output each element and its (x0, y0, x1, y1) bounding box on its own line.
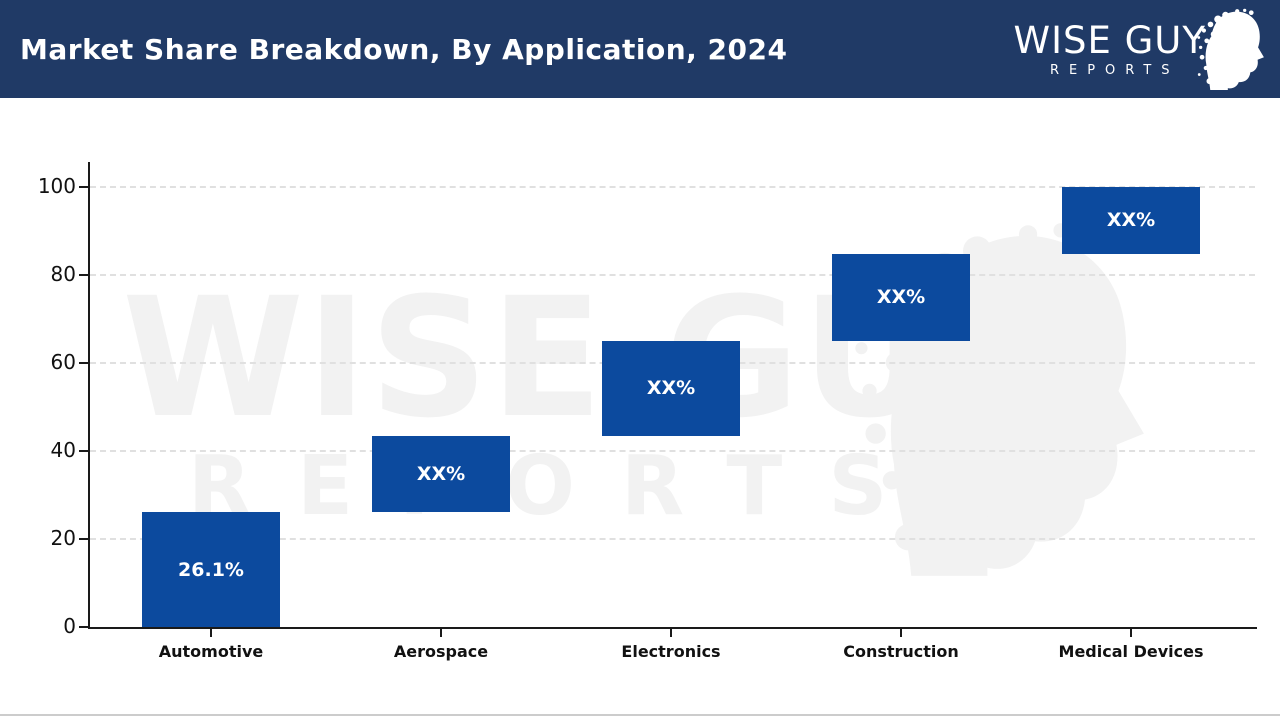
x-category-label-3: Electronics (621, 642, 721, 661)
wise-guy-reports-logo: WISE GUY REPORTS (1014, 8, 1280, 90)
header-bar: Market Share Breakdown, By Application, … (0, 0, 1280, 98)
x-category-label-2: Aerospace (393, 642, 489, 661)
gridline-100 (90, 186, 1255, 188)
logo-text: WISE GUY REPORTS (1014, 22, 1206, 77)
bar-value-label: XX% (416, 462, 466, 485)
x-axis-line (88, 627, 1257, 629)
bar-automotive: 26.1% (142, 512, 280, 627)
y-axis-tick (79, 450, 88, 452)
bar-medical-devices: XX% (1062, 187, 1200, 254)
y-tick-label: 80 (50, 262, 76, 286)
x-category-label-5: Medical Devices (1058, 642, 1204, 661)
bar-aerospace: XX% (372, 435, 510, 513)
y-axis-tick (79, 362, 88, 364)
logo-wordmark: WISE GUY (1013, 18, 1206, 62)
y-tick-label: 20 (50, 526, 76, 550)
y-axis-line (88, 162, 90, 629)
chart-title: Market Share Breakdown, By Application, … (20, 32, 788, 66)
bar-value-label: 26.1% (178, 558, 244, 581)
gridline-20 (90, 538, 1255, 540)
x-category-label-4: Construction (843, 642, 959, 661)
bar-construction: XX% (832, 253, 970, 341)
y-tick-label: 60 (50, 350, 76, 374)
gridline-80 (90, 274, 1255, 276)
x-axis-tick (670, 629, 672, 637)
y-axis-tick (79, 186, 88, 188)
chart-area: WISE GUY REPORTS 0 20 40 60 80 100 26.1% XX% XX%… (0, 98, 1280, 718)
footer-divider (0, 714, 1280, 716)
y-axis-tick (79, 626, 88, 628)
watermark-subtitle: REPORTS (188, 439, 934, 534)
x-axis-tick (210, 629, 212, 637)
x-axis-tick (440, 629, 442, 637)
logo-head-icon (1197, 8, 1264, 90)
logo-subtitle: REPORTS (1049, 62, 1180, 78)
x-axis-tick (1130, 629, 1132, 637)
y-axis-tick (79, 538, 88, 540)
gridline-40 (90, 450, 1255, 452)
x-axis-tick (900, 629, 902, 637)
y-tick-label: 100 (37, 174, 76, 198)
y-tick-label: 0 (63, 614, 76, 638)
y-axis-tick (79, 274, 88, 276)
y-tick-label: 40 (50, 438, 76, 462)
bar-electronics: XX% (602, 341, 740, 436)
x-category-label-1: Automotive (158, 642, 264, 661)
bar-value-label: XX% (876, 286, 926, 309)
bar-value-label: XX% (1106, 209, 1156, 232)
bar-value-label: XX% (646, 377, 696, 400)
